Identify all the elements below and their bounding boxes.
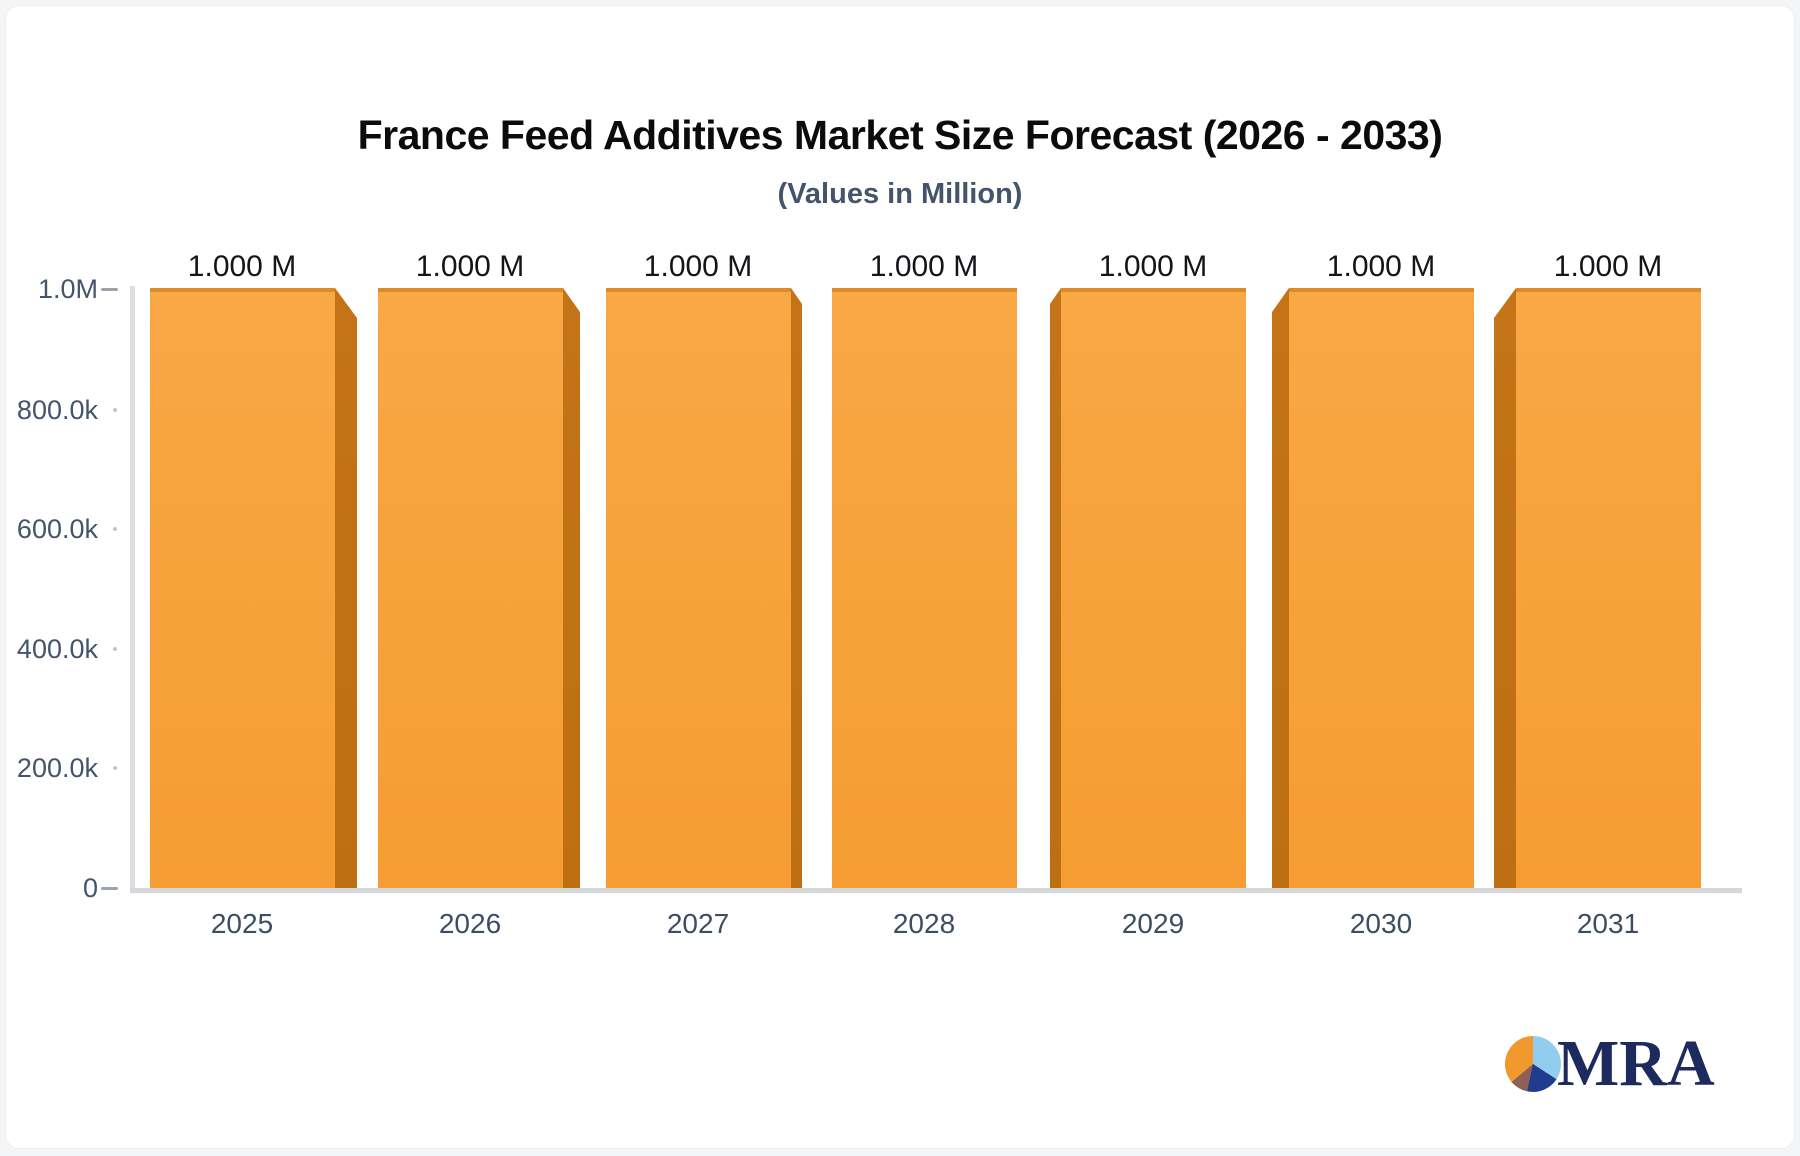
bar-value-label-2025: 1.000 M	[187, 250, 297, 283]
y-axis-tick-label-200k: 200.0k	[16, 753, 98, 783]
x-axis-label-2025: 2025	[210, 908, 274, 939]
bar-side-bevel	[1494, 288, 1516, 888]
y-axis-tick-label-1m: 1.0M	[37, 274, 98, 304]
bar-value-label-2030: 1.000 M	[1326, 250, 1436, 283]
bar-face	[606, 288, 791, 888]
x-axis-label-2028: 2028	[892, 908, 956, 939]
bar-2031	[1494, 288, 1701, 888]
y-axis-tick-label-800k: 800.0k	[16, 395, 98, 425]
bar-value-label-2031: 1.000 M	[1553, 250, 1663, 283]
y-axis-tick-label-0: 0	[82, 873, 98, 903]
bar-face	[832, 288, 1017, 888]
x-axis-label-2027: 2027	[666, 908, 730, 939]
bar-value-label-2029: 1.000 M	[1098, 250, 1208, 283]
x-axis-label-2031: 2031	[1576, 908, 1640, 939]
bar-side-bevel	[1050, 288, 1061, 888]
y-axis-tick-label-600k: 600.0k	[16, 514, 98, 544]
bar-side-bevel	[791, 288, 802, 888]
bar-2025	[150, 288, 357, 888]
y-axis-tick-dot	[113, 527, 117, 531]
pie-chart-logo-icon	[1505, 1036, 1561, 1092]
bar-face	[378, 288, 563, 888]
bar-value-label-2027: 1.000 M	[643, 250, 753, 283]
x-axis-label-2026: 2026	[438, 908, 502, 939]
y-axis-tick-dot	[113, 408, 117, 412]
bar-side-bevel	[563, 288, 580, 888]
bar-face	[150, 288, 335, 888]
y-axis-tick-mark-top	[101, 288, 118, 291]
y-axis-tick-mark-bottom	[101, 887, 118, 890]
bar-2029	[1050, 288, 1246, 888]
y-axis-tick-dot	[113, 766, 117, 770]
bar-face	[1061, 288, 1246, 888]
bar-face	[1516, 288, 1701, 888]
bar-2026	[378, 288, 580, 888]
bar-side-bevel	[1272, 288, 1289, 888]
bar-value-label-2026: 1.000 M	[415, 250, 525, 283]
x-axis-label-2030: 2030	[1349, 908, 1413, 939]
bar-value-label-2028: 1.000 M	[869, 250, 979, 283]
bar-2030	[1272, 288, 1474, 888]
chart-title: France Feed Additives Market Size Foreca…	[357, 112, 1443, 158]
x-axis-line	[130, 888, 1742, 893]
brand-logo: MRA	[1505, 1027, 1715, 1100]
bar-2028	[832, 288, 1017, 888]
bar-face	[1289, 288, 1474, 888]
y-axis-line	[130, 286, 135, 890]
chart-subtitle: (Values in Million)	[777, 178, 1023, 210]
bar-side-bevel	[335, 288, 357, 888]
brand-logo-text: MRA	[1557, 1027, 1715, 1100]
y-axis-tick-label-400k: 400.0k	[16, 634, 98, 664]
bar-2027	[606, 288, 802, 888]
y-axis-tick-dot	[113, 647, 117, 651]
x-axis-label-2029: 2029	[1121, 908, 1185, 939]
